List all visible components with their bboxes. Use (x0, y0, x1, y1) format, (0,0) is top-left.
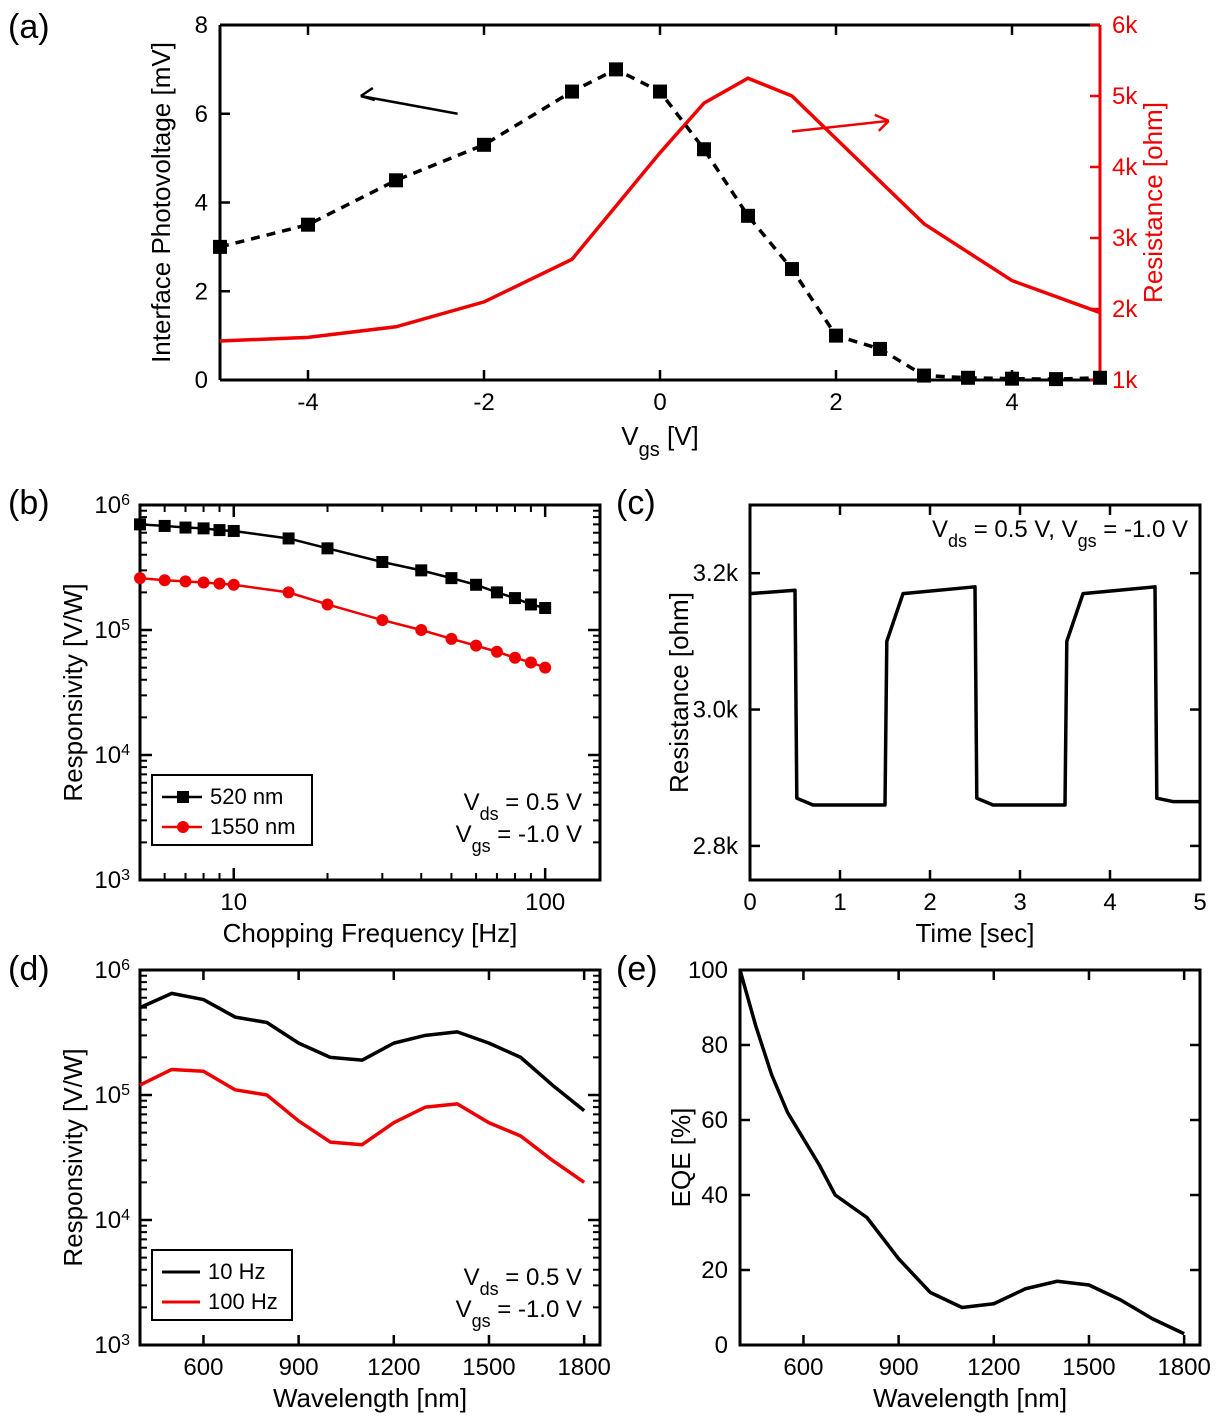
panel-d-chart: 600 900 1200 1500 1800 103 104 105 106 10 Hz 100 H… (60, 955, 620, 1415)
svg-text:105: 105 (94, 617, 130, 645)
svg-text:5k: 5k (1112, 83, 1138, 110)
svg-text:2k: 2k (1112, 296, 1138, 323)
svg-text:104: 104 (94, 742, 130, 770)
svg-text:106: 106 (94, 957, 130, 985)
svg-text:104: 104 (94, 1207, 130, 1235)
svg-text:3.0k: 3.0k (693, 697, 739, 724)
svg-text:1500: 1500 (462, 1354, 515, 1381)
svg-text:-4: -4 (297, 389, 318, 416)
svg-text:Wavelength [nm]: Wavelength [nm] (873, 1383, 1067, 1413)
svg-text:3.2k: 3.2k (693, 560, 739, 587)
svg-text:6k: 6k (1112, 12, 1138, 39)
svg-text:1200: 1200 (967, 1354, 1020, 1381)
svg-text:5: 5 (1193, 889, 1206, 916)
svg-text:1800: 1800 (557, 1354, 610, 1381)
svg-text:8: 8 (195, 12, 208, 39)
svg-text:6: 6 (195, 101, 208, 128)
svg-text:4: 4 (1005, 389, 1018, 416)
svg-text:1k: 1k (1112, 367, 1138, 394)
svg-text:4: 4 (1103, 889, 1116, 916)
svg-text:100: 100 (525, 889, 565, 916)
svg-text:900: 900 (879, 1354, 919, 1381)
svg-text:103: 103 (94, 867, 130, 895)
svg-text:1800: 1800 (1157, 1354, 1210, 1381)
svg-text:Vgs = -1.0 V: Vgs = -1.0 V (456, 821, 582, 856)
svg-text:4: 4 (195, 190, 208, 217)
svg-text:520 nm: 520 nm (210, 784, 283, 809)
svg-text:80: 80 (701, 1032, 728, 1059)
svg-text:3: 3 (1013, 889, 1026, 916)
svg-text:Chopping Frequency [Hz]: Chopping Frequency [Hz] (223, 918, 518, 948)
svg-text:103: 103 (94, 1332, 130, 1360)
panel-b-chart: 10 100 103 104 105 106 520 nm 1550 nm Vds = 0.5 … (60, 490, 620, 950)
svg-text:Resistance [ohm]: Resistance [ohm] (1138, 102, 1168, 303)
svg-text:106: 106 (94, 492, 130, 520)
panel-label-b: (b) (8, 484, 50, 523)
svg-text:0: 0 (743, 889, 756, 916)
svg-text:Vds = 0.5 V, Vgs = -1.0 V: Vds = 0.5 V, Vgs = -1.0 V (932, 516, 1188, 551)
svg-text:1550 nm: 1550 nm (210, 814, 296, 839)
svg-text:2: 2 (923, 889, 936, 916)
svg-text:2: 2 (829, 389, 842, 416)
svg-text:Vgs = -1.0 V: Vgs = -1.0 V (456, 1296, 582, 1331)
svg-text:10 Hz: 10 Hz (208, 1259, 265, 1284)
svg-text:0: 0 (195, 367, 208, 394)
svg-text:105: 105 (94, 1082, 130, 1110)
svg-text:4k: 4k (1112, 154, 1138, 181)
panel-label-e: (e) (616, 950, 658, 989)
svg-text:3k: 3k (1112, 225, 1138, 252)
svg-text:-2: -2 (473, 389, 494, 416)
svg-text:0: 0 (653, 389, 666, 416)
svg-text:900: 900 (279, 1354, 319, 1381)
svg-text:Time [sec]: Time [sec] (916, 918, 1035, 948)
svg-text:Vds = 0.5 V: Vds = 0.5 V (464, 789, 582, 824)
svg-text:10: 10 (220, 889, 247, 916)
svg-text:Interface Photovoltage [mV]: Interface Photovoltage [mV] (146, 42, 176, 363)
svg-text:60: 60 (701, 1107, 728, 1134)
svg-text:Responsivity [V/W]: Responsivity [V/W] (60, 583, 88, 801)
svg-text:Resistance [ohm]: Resistance [ohm] (664, 592, 694, 793)
svg-text:0: 0 (715, 1332, 728, 1359)
svg-text:2: 2 (195, 278, 208, 305)
panel-label-c: (c) (616, 484, 656, 523)
panel-c-chart: 0 1 2 3 4 5 2.8k 3.0k 3.2k Vds = 0.5 V, Vgs = -1.… (660, 490, 1218, 950)
svg-text:600: 600 (183, 1354, 223, 1381)
svg-text:Vgs [V]: Vgs [V] (621, 421, 698, 461)
svg-text:40: 40 (701, 1182, 728, 1209)
svg-text:1: 1 (833, 889, 846, 916)
svg-text:2.8k: 2.8k (693, 833, 739, 860)
svg-text:20: 20 (701, 1257, 728, 1284)
svg-text:Vds = 0.5 V: Vds = 0.5 V (464, 1264, 582, 1299)
panel-a-chart: -4 -2 0 2 4 0 2 4 6 8 1k 2k 3k 4k 5k 6k Vgs [V] Interface… (140, 10, 1200, 480)
svg-text:1200: 1200 (367, 1354, 420, 1381)
svg-text:Responsivity [V/W]: Responsivity [V/W] (60, 1048, 88, 1266)
svg-text:100 Hz: 100 Hz (208, 1289, 278, 1314)
svg-text:Wavelength [nm]: Wavelength [nm] (273, 1383, 467, 1413)
svg-text:EQE [%]: EQE [%] (666, 1108, 696, 1208)
svg-text:100: 100 (688, 957, 728, 984)
panel-label-a: (a) (8, 8, 50, 47)
svg-text:1500: 1500 (1062, 1354, 1115, 1381)
panel-e-chart: 600 900 1200 1500 1800 0 20 40 60 80 100 Wavelength… (660, 955, 1218, 1415)
panel-label-d: (d) (8, 950, 50, 989)
svg-text:600: 600 (783, 1354, 823, 1381)
